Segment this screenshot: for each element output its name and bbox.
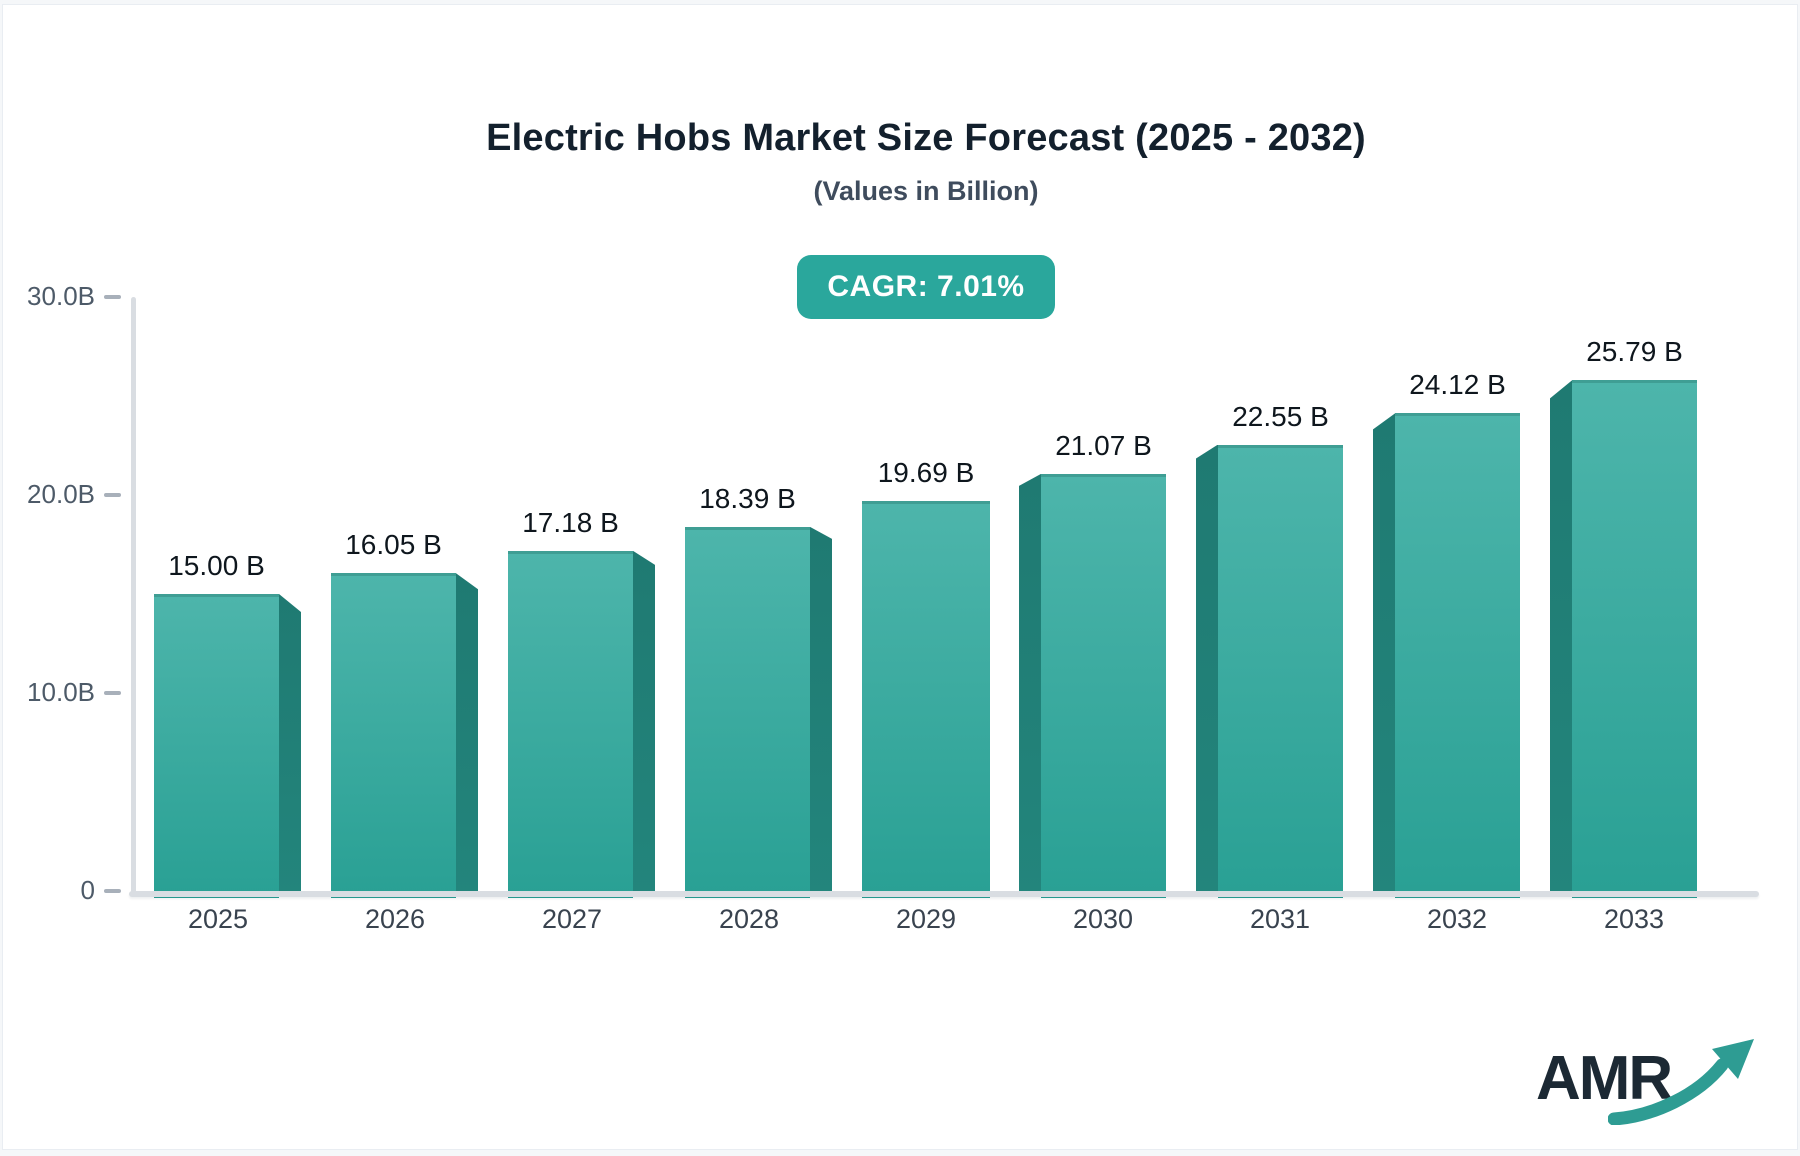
bar-value-label: 18.39 B bbox=[699, 482, 796, 514]
y-tick-mark bbox=[104, 493, 121, 497]
x-axis-label: 2028 bbox=[718, 904, 780, 934]
bar-chart: 0 10.0B 20.0B 30.0B 15.00 B 2025 16.05 B 2026 17… bbox=[3, 5, 1800, 1156]
x-axis-label: 2031 bbox=[1249, 904, 1311, 934]
x-axis-label: 2029 bbox=[895, 904, 957, 934]
bar-value-label: 17.18 B bbox=[522, 506, 619, 538]
x-axis-label: 2025 bbox=[187, 904, 249, 934]
y-tick-label: 20.0B bbox=[27, 479, 95, 509]
y-axis-line bbox=[131, 297, 136, 897]
bar-side-face bbox=[1196, 444, 1218, 895]
x-axis-label: 2032 bbox=[1426, 904, 1488, 934]
bar-value-label: 19.69 B bbox=[877, 457, 975, 489]
bar-side-face bbox=[1550, 380, 1572, 895]
bar-face bbox=[862, 501, 990, 898]
x-axis-label: 2033 bbox=[1603, 904, 1665, 934]
bar-side-face bbox=[633, 550, 655, 895]
bar-side-face bbox=[279, 594, 301, 895]
bar-value-label: 16.05 B bbox=[345, 529, 442, 561]
bar-side-face bbox=[1373, 413, 1395, 895]
bar-side-face bbox=[456, 573, 478, 895]
y-tick-mark bbox=[104, 889, 121, 893]
bar-side-face bbox=[810, 526, 832, 895]
bar-face bbox=[508, 550, 633, 898]
amr-logo: AMR bbox=[1536, 1035, 1766, 1125]
x-axis-baseline bbox=[129, 891, 1759, 897]
bar-face bbox=[154, 594, 279, 898]
cagr-badge: CAGR: 7.01% bbox=[797, 255, 1055, 319]
bar-face bbox=[685, 526, 810, 898]
bar-face bbox=[1218, 444, 1343, 898]
y-tick-label: 10.0B bbox=[27, 677, 95, 707]
bar-value-label: 24.12 B bbox=[1409, 369, 1506, 401]
y-tick-mark bbox=[104, 295, 121, 299]
chart-subtitle: (Values in Billion) bbox=[813, 176, 1039, 206]
x-axis-label: 2026 bbox=[364, 904, 426, 934]
y-tick-label: 0 bbox=[80, 875, 95, 905]
cagr-badge-band: CAGR: 7.01% bbox=[55, 255, 1797, 319]
chart-card: Electric Hobs Market Size Forecast (2025… bbox=[2, 4, 1798, 1150]
logo-arrow-icon bbox=[1608, 1039, 1754, 1125]
bar-value-label: 15.00 B bbox=[168, 550, 265, 581]
bar-face bbox=[1572, 380, 1697, 898]
y-tick-label: 30.0B bbox=[27, 281, 95, 311]
bar-face bbox=[1395, 413, 1520, 898]
bar-side-face bbox=[1019, 473, 1041, 895]
bar-face bbox=[331, 573, 456, 898]
bar-value-label: 22.55 B bbox=[1232, 400, 1329, 432]
bar-face bbox=[1041, 473, 1166, 898]
bar-value-label: 25.79 B bbox=[1586, 336, 1683, 368]
x-axis-label: 2030 bbox=[1072, 904, 1134, 934]
bar-value-label: 21.07 B bbox=[1055, 429, 1152, 461]
logo-text: AMR bbox=[1536, 1044, 1673, 1113]
y-tick-mark bbox=[104, 691, 121, 695]
x-axis-label: 2027 bbox=[541, 904, 603, 934]
chart-title: Electric Hobs Market Size Forecast (2025… bbox=[486, 117, 1366, 159]
